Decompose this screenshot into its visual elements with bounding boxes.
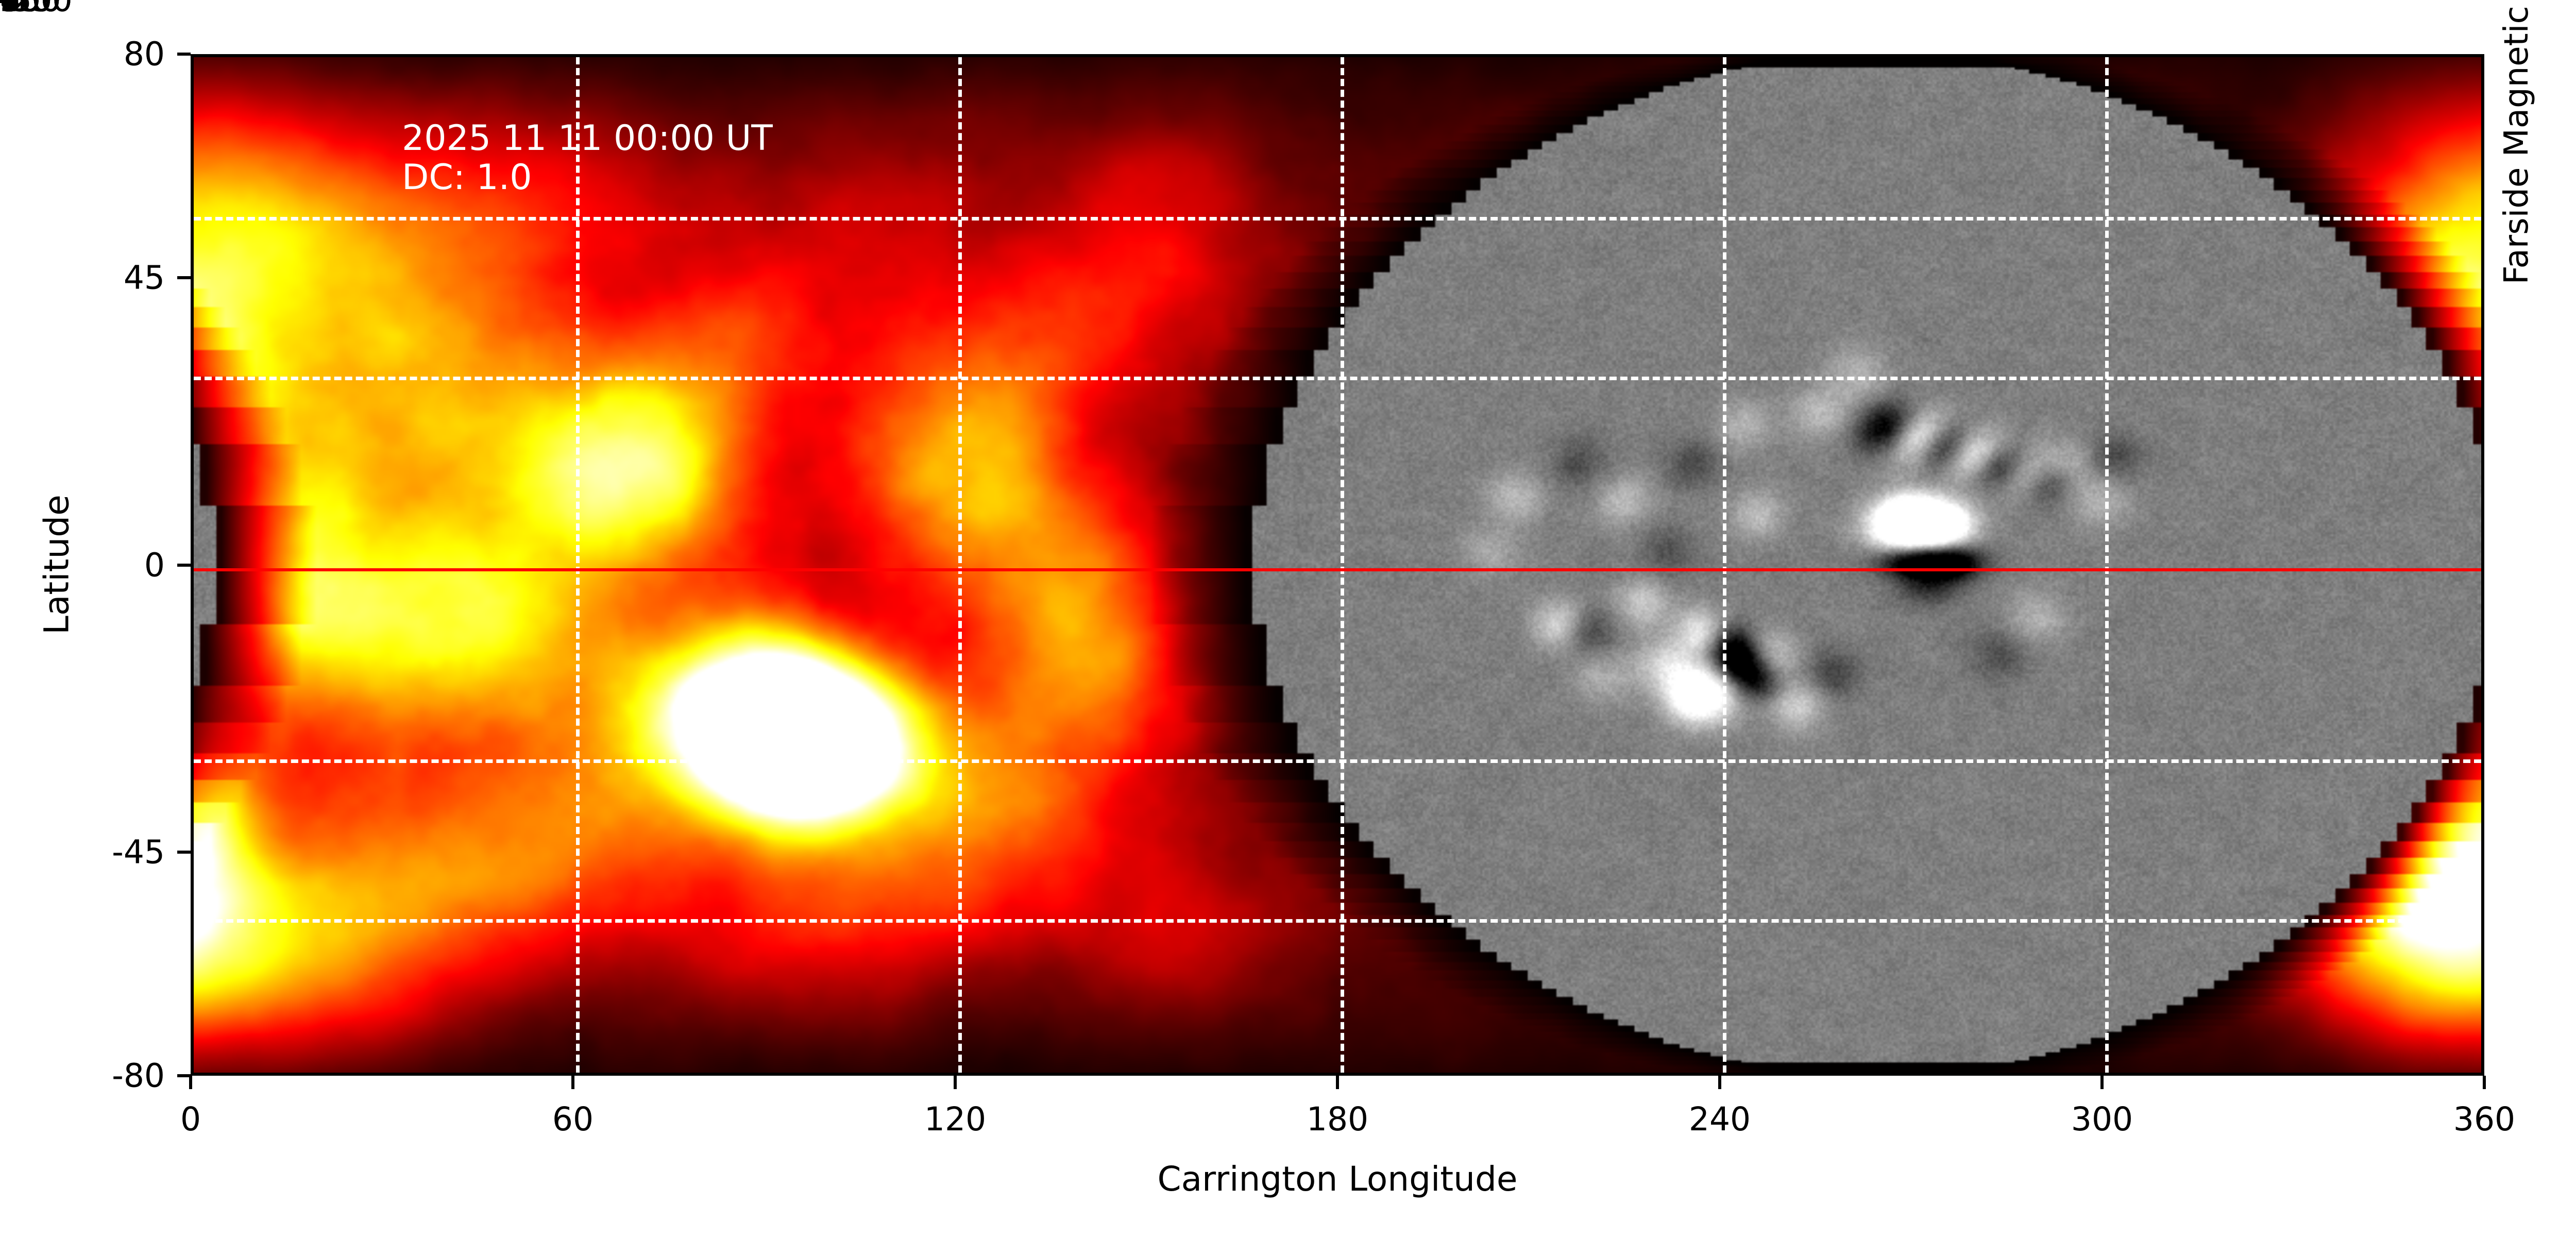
x-tick-label: 120 xyxy=(924,1100,987,1138)
colorbar-tick-label: 300 xyxy=(0,0,61,19)
colorbar-farside-title: Farside Magnetic Strength (Gauss) xyxy=(2498,0,2536,285)
x-tick xyxy=(571,1076,574,1089)
synoptic-map-axes: 2025 11 11 00:00 UT DC: 1.0 xyxy=(191,54,2484,1076)
gridline-longitude xyxy=(576,57,580,1073)
colorbar-tick-label: 0 xyxy=(0,0,21,19)
colorbar-tick-label: 400 xyxy=(0,0,61,19)
y-tick xyxy=(177,276,191,279)
gridline-latitude xyxy=(194,216,2481,221)
gridline-latitude xyxy=(194,919,2481,923)
x-tick-label: 360 xyxy=(2453,1100,2516,1138)
x-tick xyxy=(189,1076,192,1089)
magnetogram-image xyxy=(194,57,2481,1073)
x-tick xyxy=(2100,1076,2104,1089)
gridline-latitude xyxy=(194,376,2481,380)
colorbar-tick-label: 0 xyxy=(0,0,21,19)
x-tick-label: 60 xyxy=(552,1100,594,1138)
colorbar-tick-label: -200 xyxy=(0,0,73,19)
x-tick xyxy=(2483,1076,2486,1089)
x-axis-title: Carrington Longitude xyxy=(1157,1159,1518,1199)
colorbar-tick-label: 700 xyxy=(0,0,61,19)
gridline-longitude xyxy=(1341,57,1344,1073)
x-tick xyxy=(954,1076,957,1089)
y-tick-label: 0 xyxy=(144,546,165,584)
colorbar-tick-label: -100 xyxy=(0,0,73,19)
colorbar-tick-label: 100 xyxy=(0,0,61,19)
y-tick xyxy=(177,1074,191,1077)
colorbar-tick xyxy=(0,0,15,3)
colorbar-tick-label: 100 xyxy=(0,0,61,19)
colorbar-tick-label: 200 xyxy=(0,0,61,19)
gridline-latitude xyxy=(194,759,2481,764)
gridline-longitude xyxy=(958,57,962,1073)
y-tick xyxy=(177,53,191,56)
y-tick-label: -45 xyxy=(112,833,165,871)
x-tick xyxy=(1336,1076,1339,1089)
colorbar-tick-label: 800 xyxy=(0,0,61,19)
gridline-longitude xyxy=(1723,57,1726,1073)
colorbar-tick-label: 150 xyxy=(0,0,61,19)
x-tick-label: 180 xyxy=(1306,1100,1369,1138)
colorbar-tick-label: -50 xyxy=(0,0,53,19)
colorbar-tick-label: 500 xyxy=(0,0,61,19)
colorbar-tick-label: 50 xyxy=(0,0,41,19)
gridline-longitude xyxy=(2105,57,2109,1073)
x-tick-label: 240 xyxy=(1688,1100,1751,1138)
y-tick xyxy=(177,563,191,567)
colorbar-tick-label: 200 xyxy=(0,0,61,19)
x-tick xyxy=(1718,1076,1721,1089)
colorbar-tick-label: -150 xyxy=(0,0,73,19)
colorbar-tick-label: 600 xyxy=(0,0,61,19)
y-tick-label: 45 xyxy=(123,259,165,297)
x-tick-label: 0 xyxy=(180,1100,201,1138)
equator-line xyxy=(194,568,2481,571)
x-tick-label: 300 xyxy=(2071,1100,2133,1138)
y-tick-label: 80 xyxy=(123,35,165,73)
y-tick xyxy=(177,851,191,854)
y-tick-label: -80 xyxy=(112,1057,165,1095)
